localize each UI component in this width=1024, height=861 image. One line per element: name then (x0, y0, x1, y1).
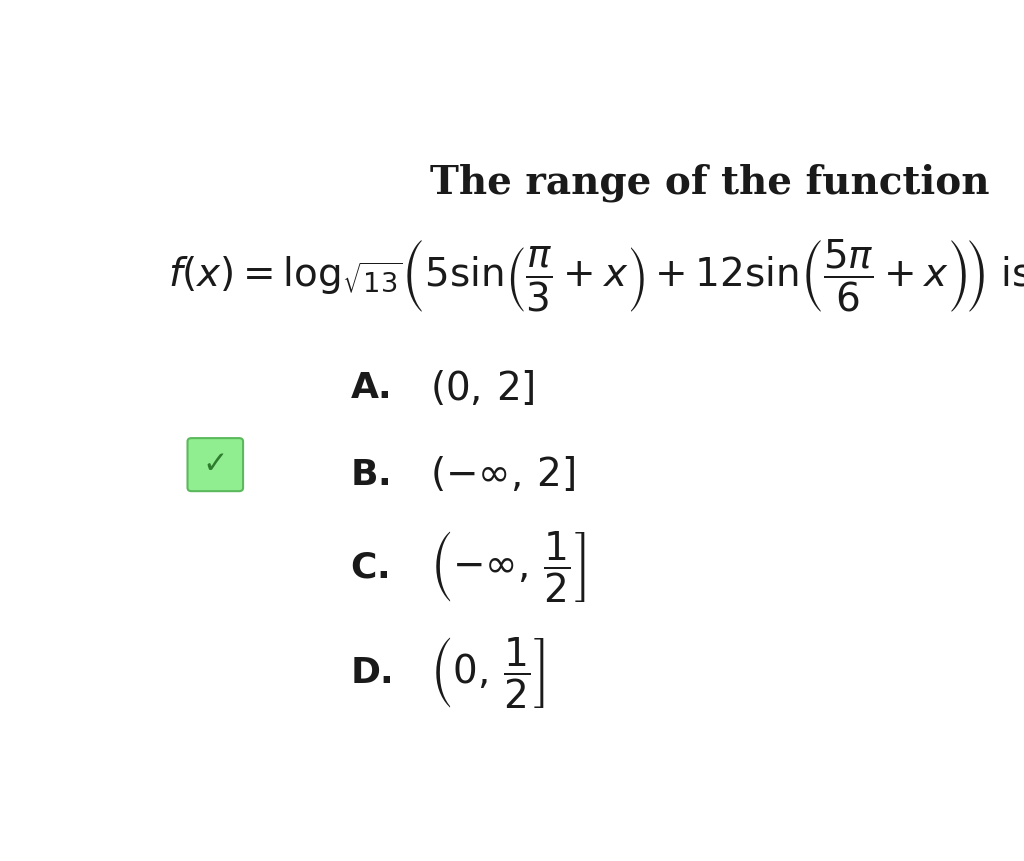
Text: ✓: ✓ (203, 450, 228, 479)
Text: $\left(0,\,2\right]$: $\left(0,\,2\right]$ (430, 369, 535, 408)
Text: $\mathbf{B.}$: $\mathbf{B.}$ (350, 457, 390, 492)
Text: The range of the function: The range of the function (430, 164, 989, 202)
Text: $\mathbf{C.}$: $\mathbf{C.}$ (350, 550, 389, 585)
Text: $\left(-\infty,\,\dfrac{1}{2}\right]$: $\left(-\infty,\,\dfrac{1}{2}\right]$ (430, 530, 585, 605)
Text: $\left(-\infty,\,2\right]$: $\left(-\infty,\,2\right]$ (430, 455, 574, 494)
Text: $f(x) = \log_{\sqrt{13}}\!\left(5\sin\!\left(\dfrac{\pi}{3}+x\right)+12\sin\!\le: $f(x) = \log_{\sqrt{13}}\!\left(5\sin\!\… (168, 238, 1024, 314)
Text: $\left(0,\,\dfrac{1}{2}\right]$: $\left(0,\,\dfrac{1}{2}\right]$ (430, 636, 545, 711)
Text: $\mathbf{D.}$: $\mathbf{D.}$ (350, 656, 392, 691)
FancyBboxPatch shape (187, 438, 243, 491)
Text: $\mathbf{A.}$: $\mathbf{A.}$ (350, 371, 390, 406)
